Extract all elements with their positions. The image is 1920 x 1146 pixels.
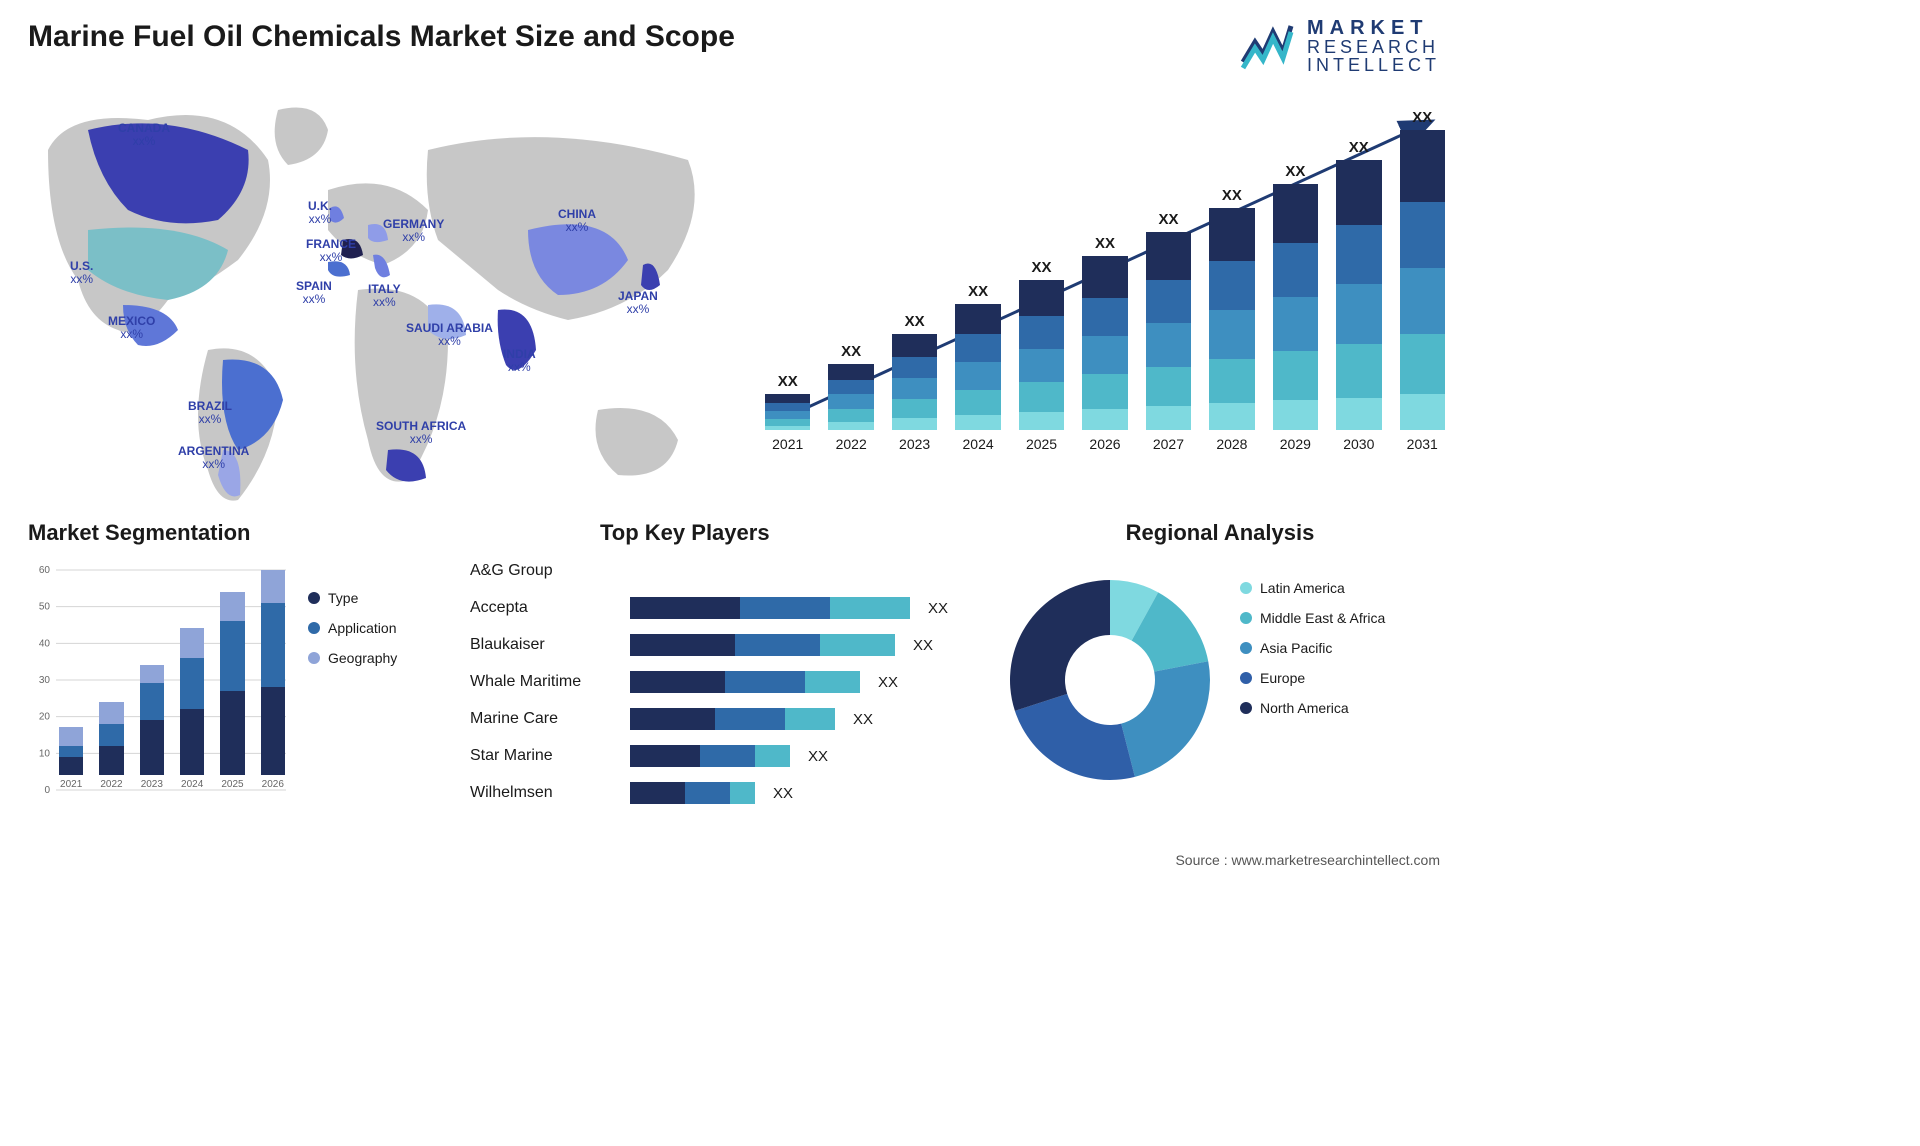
segmentation-legend: Type Application Geography bbox=[308, 590, 397, 666]
brand-logo: MARKET RESEARCH INTELLECT bbox=[1239, 18, 1440, 74]
map-label-germany: GERMANYxx% bbox=[383, 218, 444, 244]
forecast-bar-2029: XX 2029 bbox=[1268, 163, 1323, 452]
forecast-bar-value: XX bbox=[905, 313, 925, 330]
main-forecast-chart: XX 2021 XX 2022 XX 2023 XX 2024 XX 2025 XX 2026 XX 20… bbox=[760, 100, 1450, 480]
map-label-canada: CANADAxx% bbox=[118, 122, 170, 148]
forecast-bar-value: XX bbox=[778, 373, 798, 390]
map-label-france: FRANCExx% bbox=[306, 238, 356, 264]
forecast-bar-2030: XX 2030 bbox=[1331, 139, 1386, 452]
player-row-marine-care: Marine CareXX bbox=[470, 704, 960, 734]
player-row-blaukaiser: BlaukaiserXX bbox=[470, 630, 960, 660]
map-label-mexico: MEXICOxx% bbox=[108, 315, 155, 341]
map-label-china: CHINAxx% bbox=[558, 208, 596, 234]
forecast-bar-value: XX bbox=[1158, 211, 1178, 228]
logo-line3: INTELLECT bbox=[1307, 56, 1440, 74]
forecast-bar-year: 2024 bbox=[963, 436, 994, 452]
logo-line1: MARKET bbox=[1307, 18, 1440, 38]
forecast-bar-year: 2023 bbox=[899, 436, 930, 452]
logo-icon bbox=[1239, 18, 1295, 74]
forecast-bar-year: 2026 bbox=[1089, 436, 1120, 452]
seg-bar-2025: 2025 bbox=[217, 592, 247, 790]
regional-legend-europe: Europe bbox=[1240, 670, 1385, 686]
forecast-bar-2026: XX 2026 bbox=[1077, 235, 1132, 452]
forecast-bar-2021: XX 2021 bbox=[760, 373, 815, 452]
map-label-u.k.: U.K.xx% bbox=[308, 200, 332, 226]
segmentation-chart: 0 10 20 30 40 50 60 2021 2022 2023 2024 2025 2026 bbox=[28, 562, 288, 812]
player-row-whale-maritime: Whale MaritimeXX bbox=[470, 667, 960, 697]
forecast-bar-value: XX bbox=[1032, 259, 1052, 276]
regional-legend: Latin America Middle East & Africa Asia Pa… bbox=[1240, 580, 1385, 716]
svg-text:60: 60 bbox=[39, 565, 51, 576]
map-label-u.s.: U.S.xx% bbox=[70, 260, 93, 286]
svg-text:20: 20 bbox=[39, 712, 51, 723]
seg-bar-2021: 2021 bbox=[56, 727, 86, 790]
forecast-bar-value: XX bbox=[1285, 163, 1305, 180]
regional-legend-latin-america: Latin America bbox=[1240, 580, 1385, 596]
player-row-wilhelmsen: WilhelmsenXX bbox=[470, 778, 960, 808]
seg-legend-application: Application bbox=[308, 620, 397, 636]
map-label-india: INDIAxx% bbox=[503, 348, 536, 374]
segmentation-panel: Market Segmentation 0 10 20 30 40 50 60 2021 20… bbox=[28, 520, 448, 820]
svg-text:30: 30 bbox=[39, 675, 51, 686]
regional-legend-middle-east-africa: Middle East & Africa bbox=[1240, 610, 1385, 626]
forecast-bar-value: XX bbox=[1222, 187, 1242, 204]
player-row-a-g-group: A&G Group bbox=[470, 556, 960, 586]
map-label-argentina: ARGENTINAxx% bbox=[178, 445, 249, 471]
map-label-saudi-arabia: SAUDI ARABIAxx% bbox=[406, 322, 493, 348]
world-map: CANADAxx% U.S.xx% MEXICOxx% BRAZILxx% ARGENT… bbox=[28, 90, 728, 510]
forecast-bar-year: 2031 bbox=[1407, 436, 1438, 452]
regional-panel: Regional Analysis Latin America Middle Ea… bbox=[990, 520, 1450, 820]
forecast-bar-value: XX bbox=[841, 343, 861, 360]
player-row-star-marine: Star MarineXX bbox=[470, 741, 960, 771]
forecast-bar-2023: XX 2023 bbox=[887, 313, 942, 452]
forecast-bar-year: 2028 bbox=[1216, 436, 1247, 452]
svg-text:10: 10 bbox=[39, 748, 51, 759]
regional-title: Regional Analysis bbox=[990, 520, 1450, 546]
svg-text:40: 40 bbox=[39, 638, 51, 649]
forecast-bar-2031: XX 2031 bbox=[1395, 109, 1450, 452]
regional-legend-asia-pacific: Asia Pacific bbox=[1240, 640, 1385, 656]
map-label-japan: JAPANxx% bbox=[618, 290, 658, 316]
forecast-bar-year: 2030 bbox=[1343, 436, 1374, 452]
seg-legend-geography: Geography bbox=[308, 650, 397, 666]
map-label-italy: ITALYxx% bbox=[368, 283, 401, 309]
player-row-accepta: AcceptaXX bbox=[470, 593, 960, 623]
forecast-bar-year: 2021 bbox=[772, 436, 803, 452]
forecast-bar-value: XX bbox=[1412, 109, 1432, 126]
regional-legend-north-america: North America bbox=[1240, 700, 1385, 716]
players-title: Top Key Players bbox=[600, 520, 960, 546]
forecast-bar-2027: XX 2027 bbox=[1141, 211, 1196, 452]
regional-donut bbox=[1000, 570, 1220, 790]
segmentation-title: Market Segmentation bbox=[28, 520, 448, 546]
forecast-bar-value: XX bbox=[968, 283, 988, 300]
forecast-bar-2025: XX 2025 bbox=[1014, 259, 1069, 452]
forecast-bar-year: 2022 bbox=[836, 436, 867, 452]
map-label-brazil: BRAZILxx% bbox=[188, 400, 232, 426]
forecast-bar-value: XX bbox=[1095, 235, 1115, 252]
source-text: Source : www.marketresearchintellect.com bbox=[1175, 852, 1440, 868]
seg-legend-type: Type bbox=[308, 590, 397, 606]
map-label-south-africa: SOUTH AFRICAxx% bbox=[376, 420, 466, 446]
page-title: Marine Fuel Oil Chemicals Market Size an… bbox=[28, 20, 735, 54]
seg-bar-2022: 2022 bbox=[96, 702, 126, 790]
svg-text:50: 50 bbox=[39, 602, 51, 613]
svg-text:0: 0 bbox=[44, 785, 50, 796]
forecast-bar-year: 2027 bbox=[1153, 436, 1184, 452]
forecast-bar-2022: XX 2022 bbox=[823, 343, 878, 452]
seg-bar-2024: 2024 bbox=[177, 628, 207, 790]
forecast-bar-year: 2029 bbox=[1280, 436, 1311, 452]
seg-bar-2026: 2026 bbox=[258, 570, 288, 790]
players-panel: Top Key Players A&G Group AcceptaXX Blauka… bbox=[470, 520, 960, 820]
forecast-bar-2024: XX 2024 bbox=[950, 283, 1005, 452]
forecast-bar-year: 2025 bbox=[1026, 436, 1057, 452]
forecast-bar-value: XX bbox=[1349, 139, 1369, 156]
map-label-spain: SPAINxx% bbox=[296, 280, 332, 306]
forecast-bar-2028: XX 2028 bbox=[1204, 187, 1259, 452]
logo-line2: RESEARCH bbox=[1307, 38, 1440, 56]
seg-bar-2023: 2023 bbox=[137, 665, 167, 790]
